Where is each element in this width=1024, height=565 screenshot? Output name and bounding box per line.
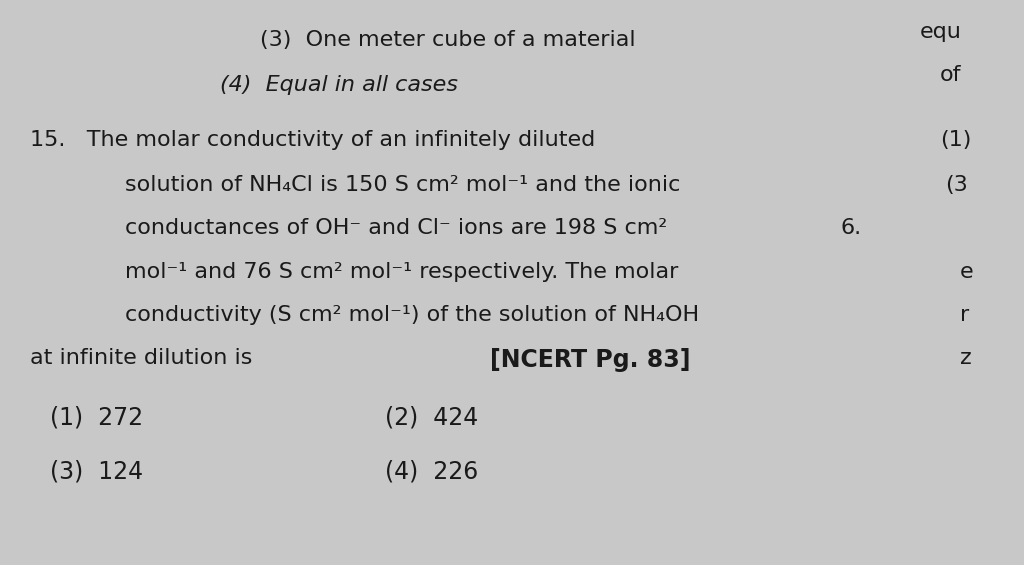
Text: (3: (3 (945, 175, 968, 195)
Text: (1)  272: (1) 272 (50, 405, 143, 429)
Text: (4)  Equal in all cases: (4) Equal in all cases (220, 75, 458, 95)
Text: (3)  One meter cube of a material: (3) One meter cube of a material (260, 30, 636, 50)
Text: [NCERT Pg. 83]: [NCERT Pg. 83] (490, 348, 690, 372)
Text: (3)  124: (3) 124 (50, 460, 143, 484)
Text: e: e (961, 262, 974, 282)
Text: (4)  226: (4) 226 (385, 460, 478, 484)
Text: (1): (1) (940, 130, 972, 150)
Text: 15.   The molar conductivity of an infinitely diluted: 15. The molar conductivity of an infinit… (30, 130, 595, 150)
Text: 6.: 6. (840, 218, 861, 238)
Text: of: of (940, 65, 962, 85)
Text: solution of NH₄Cl is 150 S cm² mol⁻¹ and the ionic: solution of NH₄Cl is 150 S cm² mol⁻¹ and… (125, 175, 680, 195)
Text: at infinite dilution is: at infinite dilution is (30, 348, 252, 368)
Text: z: z (961, 348, 972, 368)
Text: equ: equ (920, 22, 962, 42)
Text: conductivity (S cm² mol⁻¹) of the solution of NH₄OH: conductivity (S cm² mol⁻¹) of the soluti… (125, 305, 699, 325)
Text: mol⁻¹ and 76 S cm² mol⁻¹ respectively. The molar: mol⁻¹ and 76 S cm² mol⁻¹ respectively. T… (125, 262, 678, 282)
Text: r: r (961, 305, 970, 325)
Text: conductances of OH⁻ and Cl⁻ ions are 198 S cm²: conductances of OH⁻ and Cl⁻ ions are 198… (125, 218, 668, 238)
Text: (2)  424: (2) 424 (385, 405, 478, 429)
